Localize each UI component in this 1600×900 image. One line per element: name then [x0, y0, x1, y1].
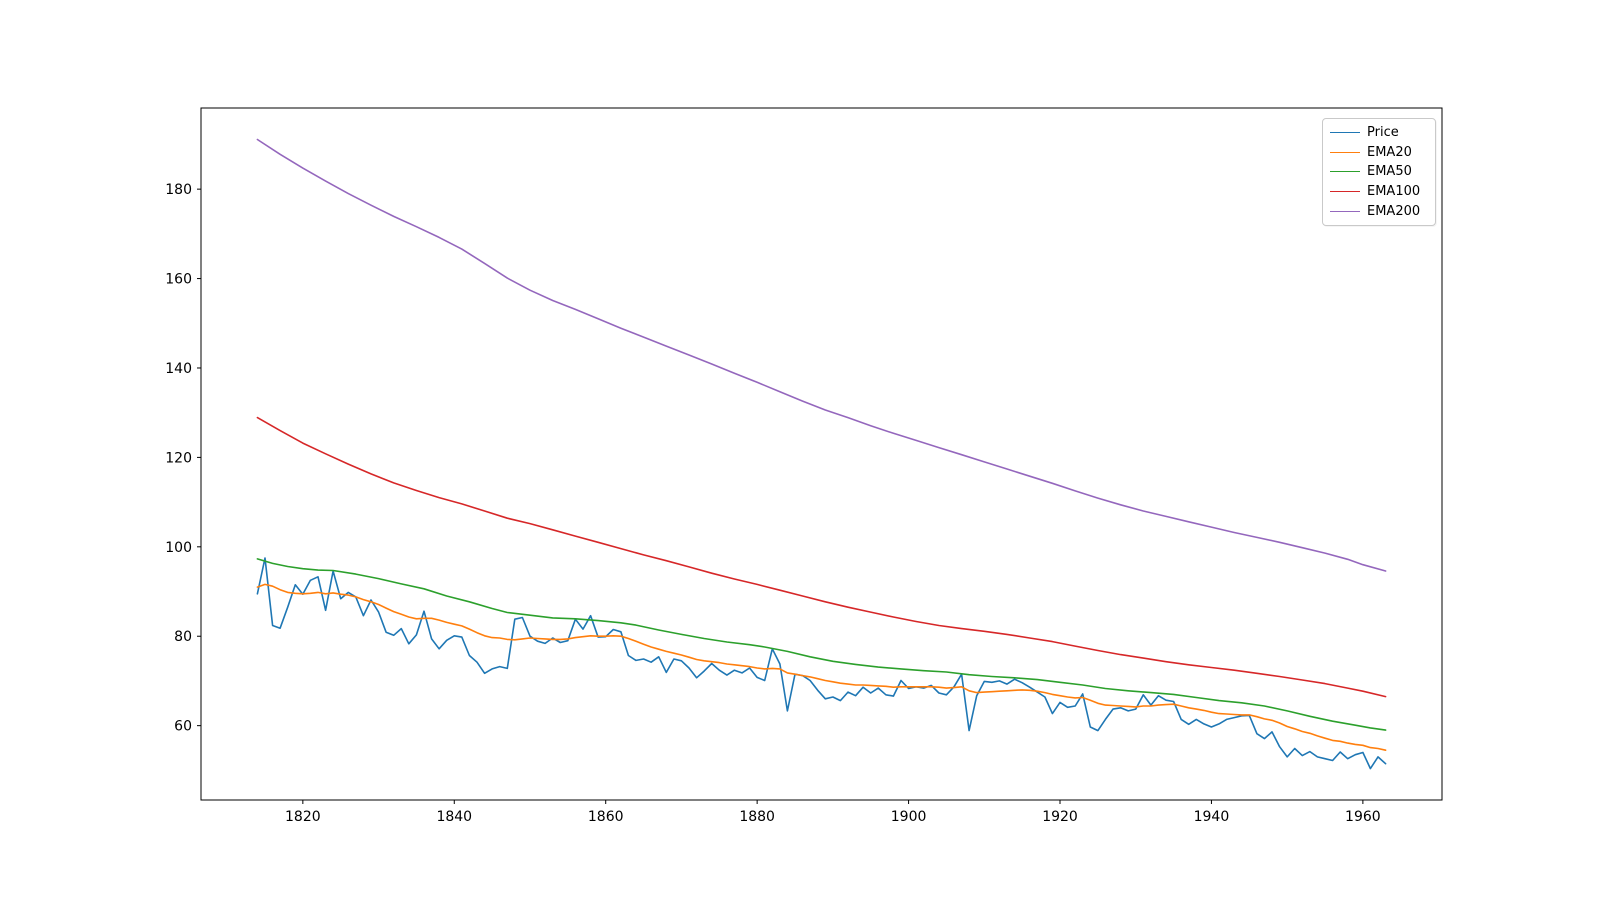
- legend-line-sample: [1330, 191, 1360, 193]
- plot-frame: [200, 107, 1443, 801]
- legend-label: EMA50: [1367, 164, 1412, 180]
- legend-entry-ema200: EMA200: [1330, 201, 1428, 221]
- series-line-ema200: [256, 138, 1387, 572]
- legend-entry-ema50: EMA50: [1330, 162, 1428, 182]
- y-tick-label: 180: [165, 182, 192, 198]
- legend-line-sample: [1330, 171, 1360, 173]
- series-line-ema20: [256, 583, 1387, 752]
- legend-label: Price: [1367, 125, 1399, 141]
- legend-label: EMA20: [1367, 144, 1412, 160]
- legend-label: EMA100: [1367, 184, 1421, 200]
- legend-entry-ema20: EMA20: [1330, 143, 1428, 163]
- legend-entry-price: Price: [1330, 123, 1428, 143]
- y-tick-label: 140: [165, 361, 192, 377]
- legend-entry-ema100: EMA100: [1330, 182, 1428, 202]
- x-tick-label: 1960: [1345, 809, 1381, 825]
- y-tick-label: 60: [174, 719, 192, 735]
- x-tick-label: 1840: [436, 809, 472, 825]
- series-line-ema50: [256, 558, 1387, 731]
- x-tick-label: 1920: [1042, 809, 1078, 825]
- x-tick-label: 1860: [588, 809, 624, 825]
- legend: Price EMA20 EMA50 EMA100 EMA200: [1322, 118, 1436, 226]
- y-tick-label: 120: [165, 450, 192, 466]
- legend-line-sample: [1330, 132, 1360, 134]
- legend-label: EMA200: [1367, 203, 1421, 219]
- series-line-ema100: [256, 416, 1387, 698]
- x-tick-label: 1900: [891, 809, 927, 825]
- series-line-price: [256, 557, 1387, 770]
- x-tick-label: 1880: [739, 809, 775, 825]
- y-tick-label: 80: [174, 629, 192, 645]
- legend-line-sample: [1330, 151, 1360, 153]
- x-tick-label: 1820: [285, 809, 321, 825]
- y-tick-label: 100: [165, 540, 192, 556]
- legend-line-sample: [1330, 210, 1360, 212]
- x-tick-label: 1940: [1194, 809, 1230, 825]
- y-tick-label: 160: [165, 272, 192, 288]
